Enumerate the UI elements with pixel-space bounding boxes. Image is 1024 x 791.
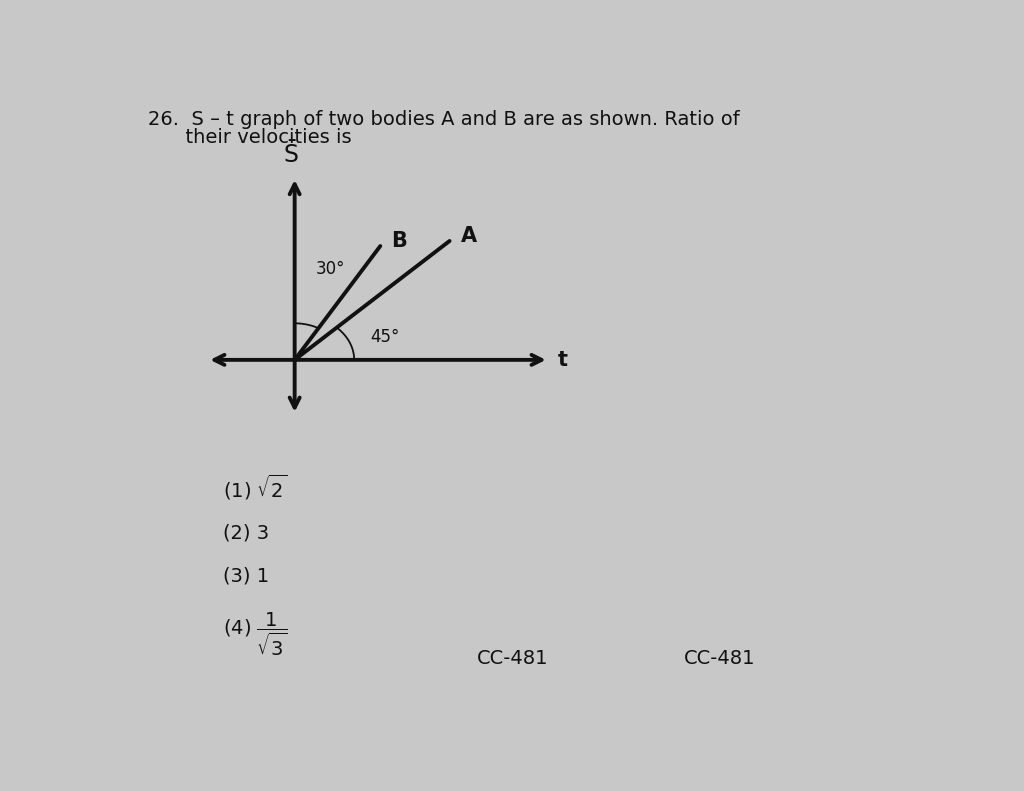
Text: 45°: 45° — [370, 328, 399, 346]
Text: their velocities is: their velocities is — [147, 128, 351, 147]
Text: 26.  S – t graph of two bodies A and B are as shown. Ratio of: 26. S – t graph of two bodies A and B ar… — [147, 110, 739, 129]
Text: (1) $\sqrt{2}$: (1) $\sqrt{2}$ — [223, 473, 288, 502]
Text: (3) 1: (3) 1 — [223, 566, 269, 585]
Text: $\bar{\mathrm{S}}$: $\bar{\mathrm{S}}$ — [283, 141, 299, 168]
Text: (4) $\dfrac{1}{\sqrt{3}}$: (4) $\dfrac{1}{\sqrt{3}}$ — [223, 611, 288, 657]
Text: CC-481: CC-481 — [684, 649, 755, 668]
Text: B: B — [391, 231, 408, 251]
Text: A: A — [461, 226, 477, 246]
Text: (2) 3: (2) 3 — [223, 524, 269, 543]
Text: 30°: 30° — [316, 259, 345, 278]
Text: t: t — [558, 350, 568, 370]
Text: CC-481: CC-481 — [477, 649, 549, 668]
